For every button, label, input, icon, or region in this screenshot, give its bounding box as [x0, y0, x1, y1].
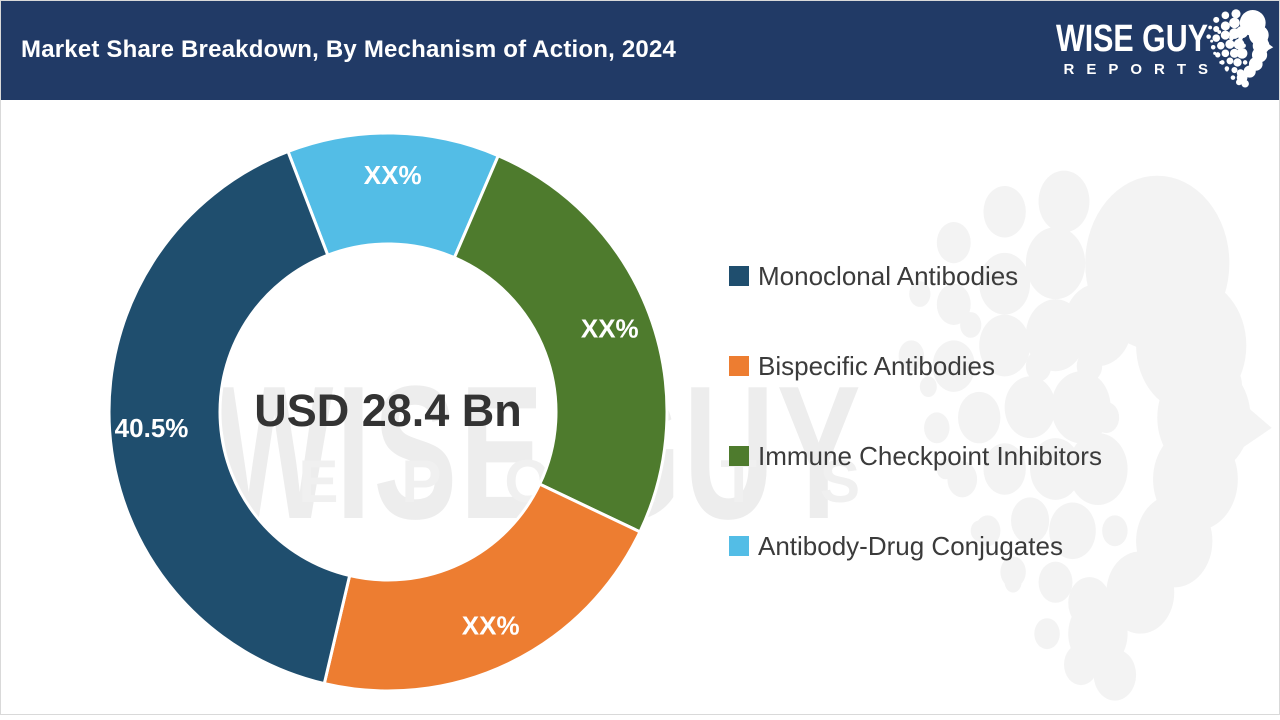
logo-wordmark: WISE GUY	[1055, 18, 1208, 60]
legend-label: Immune Checkpoint Inhibitors	[758, 441, 1102, 471]
legend-label: Monoclonal Antibodies	[758, 261, 1019, 291]
pie-slice-immune-checkpoint-inhibitors	[452, 153, 669, 534]
pie-slice-monoclonal-antibodies	[107, 149, 352, 686]
logo-face-icon	[1206, 9, 1274, 88]
pie-slice-bispecific-antibodies	[322, 482, 642, 693]
slice-label-bispecific-antibodies: XX%	[462, 611, 520, 641]
slice-label-monoclonal-antibodies: 40.5%	[115, 413, 189, 443]
legend-item-antibody-drug-conjugates: Antibody-Drug Conjugates	[729, 531, 1102, 561]
slice-label-antibody-drug-conjugates: XX%	[364, 160, 422, 190]
legend-label: Bispecific Antibodies	[758, 351, 996, 381]
legend-item-immune-checkpoint-inhibitors: Immune Checkpoint Inhibitors	[729, 441, 1102, 471]
chart-center-value: USD 28.4 Bn	[254, 385, 522, 436]
legend-swatch	[729, 266, 749, 286]
donut-chart: XX% XX% XX% 40.5%	[107, 131, 669, 693]
slice-label-immune-checkpoint-inhibitors: XX%	[581, 313, 639, 343]
legend-label: Antibody-Drug Conjugates	[758, 531, 1063, 561]
legend-swatch	[729, 356, 749, 376]
legend-swatch	[729, 536, 749, 556]
logo-text: WISE GUY REPORTS	[1018, 20, 1208, 77]
logo-reports-text: REPORTS	[1063, 61, 1220, 78]
header-bar: Market Share Breakdown, By Mechanism of …	[0, 0, 1280, 100]
page-title: Market Share Breakdown, By Mechanism of …	[21, 36, 677, 63]
wiseguy-logo: WISE GUY REPORTS	[1018, 6, 1274, 90]
legend-item-monoclonal-antibodies: Monoclonal Antibodies	[729, 261, 1102, 291]
legend-swatch	[729, 446, 749, 466]
legend-item-bispecific-antibodies: Bispecific Antibodies	[729, 351, 1102, 381]
chart-legend: Monoclonal Antibodies Bispecific Antibodi…	[729, 261, 1102, 626]
